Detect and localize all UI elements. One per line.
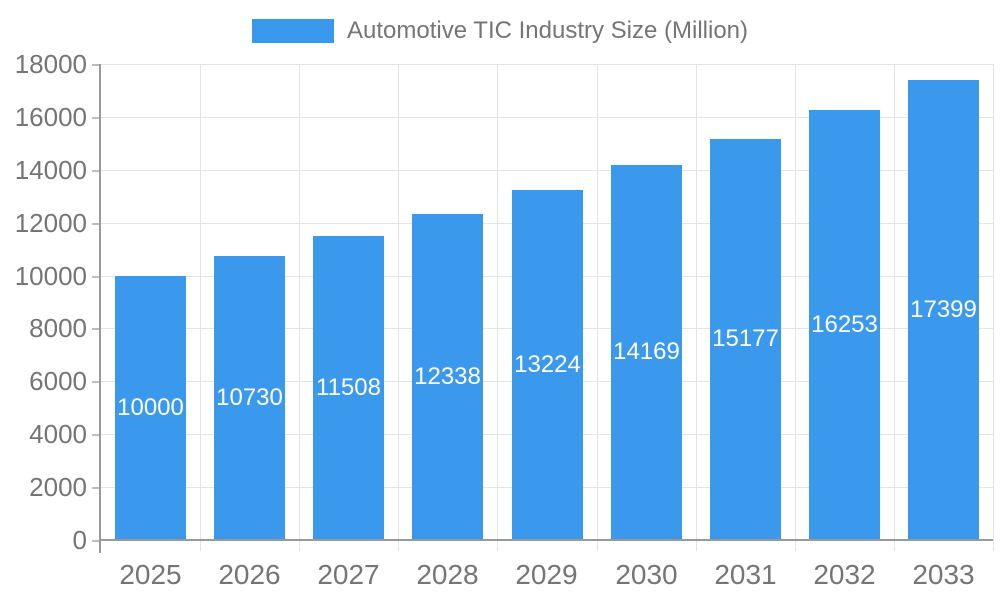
y-axis-tick bbox=[92, 223, 101, 225]
legend[interactable]: Automotive TIC Industry Size (Million) bbox=[0, 15, 1000, 47]
bar-2033[interactable]: 17399 bbox=[908, 80, 979, 539]
bar-2032[interactable]: 16253 bbox=[809, 110, 880, 539]
y-gridline bbox=[101, 64, 993, 65]
y-axis-label: 10000 bbox=[14, 261, 87, 291]
x-gridline bbox=[993, 64, 994, 551]
y-axis-line bbox=[99, 64, 101, 553]
legend-label: Automotive TIC Industry Size (Million) bbox=[346, 17, 748, 44]
y-axis-label: 14000 bbox=[14, 155, 87, 185]
y-axis-tick bbox=[92, 117, 101, 119]
x-gridline bbox=[894, 64, 895, 551]
x-axis-label: 2027 bbox=[317, 559, 380, 590]
y-axis-label: 12000 bbox=[14, 208, 87, 238]
bar-2026[interactable]: 10730 bbox=[214, 256, 285, 539]
x-gridline bbox=[200, 64, 201, 551]
bar-value-label: 15177 bbox=[712, 325, 779, 352]
bar-2031[interactable]: 15177 bbox=[710, 139, 781, 539]
bar-value-label: 17399 bbox=[910, 295, 977, 323]
x-axis-label: 2031 bbox=[714, 559, 777, 590]
bar-2027[interactable]: 11508 bbox=[313, 236, 384, 539]
x-gridline bbox=[597, 64, 598, 551]
y-axis-label: 6000 bbox=[29, 366, 87, 396]
x-axis-line bbox=[99, 539, 993, 541]
y-gridline bbox=[101, 117, 993, 118]
x-axis-label: 2028 bbox=[416, 559, 479, 590]
bar-value-label: 16253 bbox=[811, 310, 878, 338]
x-gridline bbox=[398, 64, 399, 551]
bar-value-label: 10730 bbox=[216, 383, 283, 411]
y-axis-tick bbox=[92, 64, 101, 66]
x-axis-label: 2026 bbox=[218, 559, 281, 590]
y-axis-label: 2000 bbox=[29, 472, 87, 502]
y-axis-tick bbox=[92, 328, 101, 330]
bar-value-label: 14169 bbox=[613, 338, 680, 365]
bar-value-label: 10000 bbox=[117, 393, 184, 421]
y-gridline bbox=[101, 170, 993, 171]
x-gridline bbox=[696, 64, 697, 551]
y-axis-tick bbox=[92, 487, 101, 489]
bar-2030[interactable]: 14169 bbox=[611, 165, 682, 539]
x-axis-label: 2025 bbox=[119, 559, 182, 590]
y-axis-label: 4000 bbox=[29, 419, 87, 449]
bar-value-label: 12338 bbox=[414, 362, 481, 390]
bar-value-label: 13224 bbox=[514, 350, 581, 378]
y-axis-tick bbox=[92, 381, 101, 383]
y-axis-tick bbox=[92, 276, 101, 278]
x-gridline bbox=[795, 64, 796, 551]
y-axis-label: 8000 bbox=[29, 313, 87, 343]
y-axis-label: 0 bbox=[72, 525, 87, 555]
legend-swatch-icon bbox=[251, 19, 334, 43]
x-axis-label: 2030 bbox=[615, 559, 678, 590]
x-gridline bbox=[497, 64, 498, 551]
y-axis-label: 18000 bbox=[14, 49, 87, 79]
y-axis-tick bbox=[92, 540, 101, 542]
x-axis-label: 2032 bbox=[813, 559, 876, 590]
y-axis-label: 16000 bbox=[14, 102, 87, 132]
bar-2028[interactable]: 12338 bbox=[412, 214, 483, 539]
bar-2025[interactable]: 10000 bbox=[115, 276, 186, 539]
y-axis-tick bbox=[92, 434, 101, 436]
y-axis-tick bbox=[92, 170, 101, 172]
x-axis-label: 2033 bbox=[912, 559, 975, 590]
x-axis-label: 2029 bbox=[515, 559, 578, 590]
bar-value-label: 11508 bbox=[316, 373, 381, 401]
x-gridline bbox=[299, 64, 300, 551]
bar-2029[interactable]: 13224 bbox=[512, 190, 583, 539]
